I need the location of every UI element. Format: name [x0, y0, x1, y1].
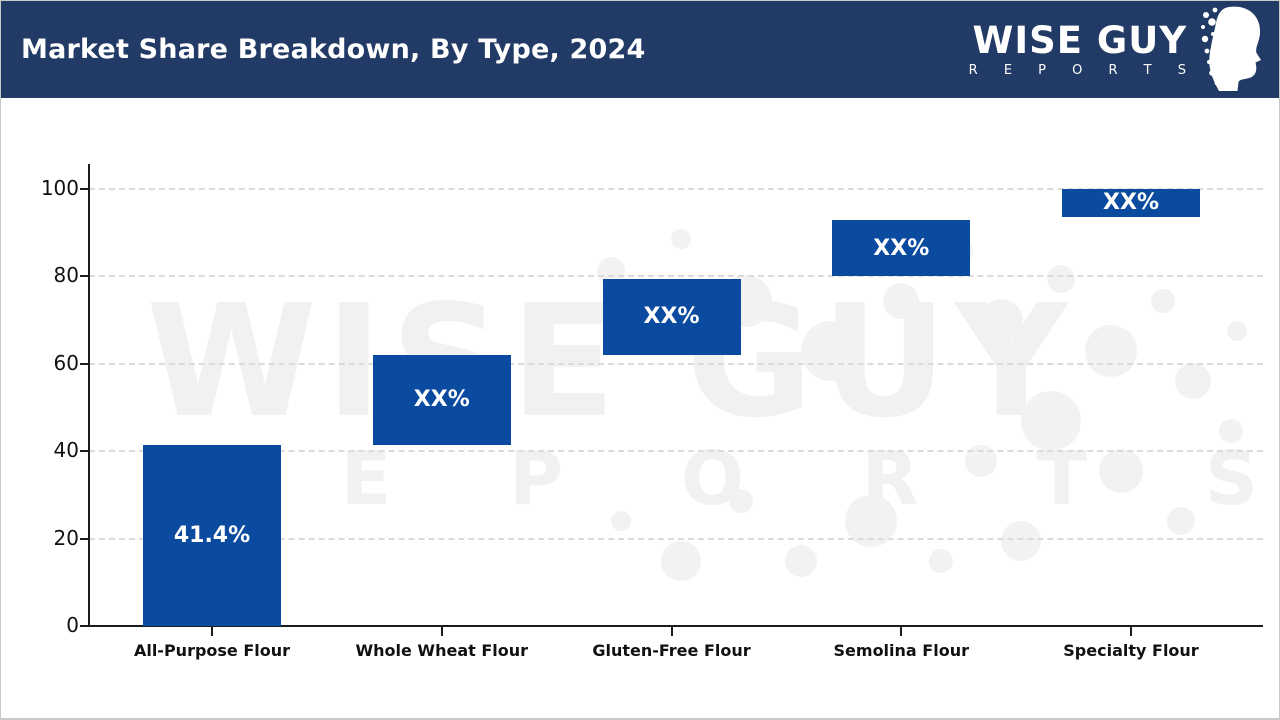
gridline-40: [89, 450, 1263, 452]
y-tick-label-100: 100: [40, 175, 79, 200]
bar-value-label: XX%: [873, 235, 930, 261]
x-category-label: Specialty Flour: [1063, 641, 1199, 660]
y-tick-mark-0: [80, 625, 89, 627]
y-tick-mark-20: [80, 537, 89, 540]
y-tick-mark-40: [80, 450, 89, 452]
bar-segment: XX%: [1062, 188, 1200, 218]
x-tick-mark-3: [900, 627, 903, 636]
x-category-label: Gluten-Free Flour: [592, 641, 751, 660]
brand-name: WISE GUY: [972, 18, 1188, 62]
brand-logo-text: WISE GUY R E P O R T S: [963, 22, 1197, 78]
x-category-label: Semolina Flour: [833, 641, 969, 660]
y-tick-label-20: 20: [53, 525, 79, 550]
x-tick-mark-0: [211, 627, 213, 636]
dotted-head-logo-icon: [1199, 3, 1263, 97]
brand-subname: R E P O R T S: [968, 62, 1197, 78]
bar-segment: XX%: [372, 354, 511, 445]
y-tick-label-40: 40: [53, 438, 79, 462]
bar-value-label: 41.4%: [173, 522, 251, 548]
x-tick-mark-4: [1130, 627, 1132, 636]
x-category-label: Whole Wheat Flour: [355, 641, 529, 660]
bar-value-label: XX%: [643, 304, 700, 330]
gridline-20: [89, 537, 1263, 540]
y-tick-label-80: 80: [53, 263, 79, 287]
x-category-label: All-Purpose Flour: [133, 641, 291, 660]
x-tick-mark-2: [670, 627, 673, 636]
bar-segment: 41.4%: [143, 444, 281, 626]
y-tick-mark-60: [80, 362, 89, 365]
bar-segment: XX%: [602, 279, 741, 355]
gridline-100: [89, 187, 1263, 190]
y-tick-mark-80: [80, 275, 89, 277]
bar-value-label: XX%: [413, 387, 470, 413]
y-tick-label-0: 0: [66, 613, 79, 637]
x-axis-line: [88, 625, 1263, 627]
gridline-60: [89, 362, 1263, 365]
brand-logo: WISE GUY R E P O R T S: [963, 3, 1263, 97]
gridline-80: [89, 275, 1263, 277]
y-tick-mark-100: [80, 187, 89, 190]
bar-value-label: XX%: [1103, 190, 1159, 216]
y-tick-label-60: 60: [53, 350, 79, 375]
y-axis-line: [88, 164, 90, 627]
header-bar: Market Share Breakdown, By Type, 2024 WI…: [1, 1, 1279, 98]
x-tick-mark-1: [440, 627, 443, 636]
bar-segment: XX%: [832, 220, 971, 277]
page-title: Market Share Breakdown, By Type, 2024: [21, 34, 646, 65]
